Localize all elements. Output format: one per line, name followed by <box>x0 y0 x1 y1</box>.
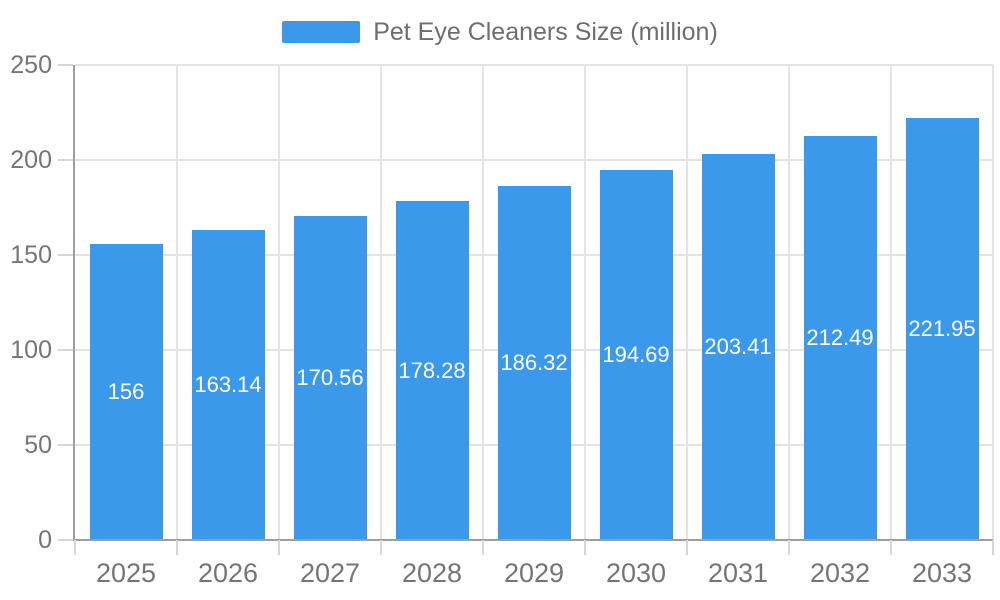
x-axis-tick <box>584 540 586 555</box>
bar[interactable] <box>905 118 979 540</box>
y-axis-tick <box>58 64 73 66</box>
x-axis-tick-label: 2029 <box>503 558 565 588</box>
y-axis-tick-label: 150 <box>10 241 52 269</box>
bar-value-label: 156 <box>107 378 145 404</box>
x-axis-tick <box>176 540 178 555</box>
y-axis-tick-label: 0 <box>38 526 52 554</box>
y-axis-tick-label: 250 <box>10 51 52 79</box>
bar-value-label: 212.49 <box>806 325 874 351</box>
gridline-vertical <box>278 65 280 540</box>
gridline-vertical <box>992 65 994 540</box>
y-axis-tick-label: 100 <box>10 336 52 364</box>
y-axis-tick-label: 50 <box>24 431 52 459</box>
bar-value-label: 221.95 <box>908 316 976 342</box>
legend-label: Pet Eye Cleaners Size (million) <box>373 18 718 46</box>
gridline-vertical <box>890 65 892 540</box>
x-axis-tick-label: 2027 <box>299 558 361 588</box>
x-axis-line <box>73 539 993 541</box>
gridline-horizontal <box>75 64 993 66</box>
x-axis-tick <box>788 540 790 555</box>
gridline-vertical <box>380 65 382 540</box>
bar[interactable] <box>89 243 163 540</box>
bar[interactable] <box>701 153 775 540</box>
x-axis-tick-label: 2032 <box>809 558 871 588</box>
gridline-vertical <box>482 65 484 540</box>
x-axis-tick <box>380 540 382 555</box>
x-axis-tick-label: 2026 <box>197 558 259 588</box>
bar-value-label: 186.32 <box>500 349 568 375</box>
x-axis-tick <box>686 540 688 555</box>
bar[interactable] <box>497 185 571 540</box>
bar[interactable] <box>599 170 673 540</box>
bar[interactable] <box>191 230 265 540</box>
y-axis-line <box>73 65 75 541</box>
bar-value-label: 178.28 <box>398 357 466 383</box>
y-axis-tick-label: 200 <box>10 146 52 174</box>
y-axis-tick <box>58 444 73 446</box>
legend[interactable]: Pet Eye Cleaners Size (million) <box>0 14 1000 50</box>
x-axis-tick-label: 2031 <box>707 558 769 588</box>
x-axis-tick-label: 2033 <box>911 558 973 588</box>
x-axis-tick-label: 2030 <box>605 558 667 588</box>
y-axis-tick <box>58 159 73 161</box>
y-axis-tick <box>58 349 73 351</box>
bar[interactable] <box>803 136 877 540</box>
y-axis-tick <box>58 254 73 256</box>
legend-swatch-icon <box>282 21 361 43</box>
gridline-vertical <box>176 65 178 540</box>
x-axis-tick <box>278 540 280 555</box>
gridline-vertical <box>788 65 790 540</box>
gridline-horizontal <box>75 159 993 161</box>
x-axis-tick <box>992 540 994 555</box>
plot-area: 156 163.14 170.56 178.28 186.32 194.69 203.41 2… <box>75 64 994 540</box>
gridline-vertical <box>686 65 688 540</box>
bar[interactable] <box>395 201 469 540</box>
x-axis-tick-label: 2028 <box>401 558 463 588</box>
x-axis-tick <box>482 540 484 555</box>
bar-value-label: 170.56 <box>296 364 364 390</box>
x-axis-tick <box>890 540 892 555</box>
gridline-vertical <box>584 65 586 540</box>
x-axis-tick <box>74 540 76 555</box>
bar-value-label: 194.69 <box>602 342 670 368</box>
bar-value-label: 163.14 <box>194 372 262 398</box>
bar[interactable] <box>293 215 367 540</box>
x-axis-tick-label: 2025 <box>95 558 157 588</box>
y-axis-tick <box>58 539 73 541</box>
bar-value-label: 203.41 <box>704 333 772 359</box>
